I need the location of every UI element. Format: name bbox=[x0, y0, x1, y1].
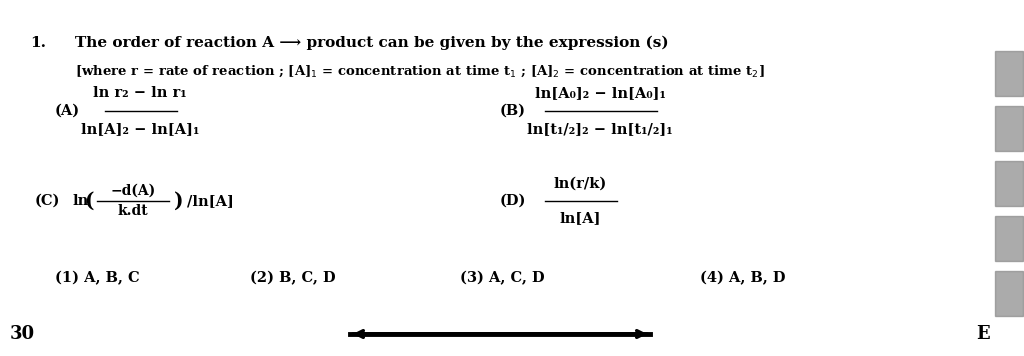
Text: E: E bbox=[976, 325, 990, 343]
Text: (3) A, C, D: (3) A, C, D bbox=[460, 271, 545, 285]
Text: ln(r/k): ln(r/k) bbox=[553, 177, 606, 191]
Text: (A): (A) bbox=[55, 104, 80, 118]
Bar bbox=[995, 106, 1023, 151]
Text: /ln[A]: /ln[A] bbox=[187, 194, 233, 208]
Bar bbox=[995, 51, 1023, 96]
Text: 30: 30 bbox=[10, 325, 35, 343]
Bar bbox=[995, 271, 1023, 316]
Text: (2) B, C, D: (2) B, C, D bbox=[250, 271, 336, 285]
Text: (D): (D) bbox=[500, 194, 526, 208]
Text: ln: ln bbox=[72, 194, 88, 208]
Text: [where r = rate of reaction ; [A]$_1$ = concentration at time t$_1$ ; [A]$_2$ = : [where r = rate of reaction ; [A]$_1$ = … bbox=[75, 64, 765, 79]
Text: −d(A): −d(A) bbox=[111, 184, 156, 198]
Bar bbox=[995, 161, 1023, 206]
Text: (B): (B) bbox=[500, 104, 526, 118]
Bar bbox=[995, 216, 1023, 261]
Text: 1.: 1. bbox=[30, 36, 46, 50]
Text: ln[A₀]₂ − ln[A₀]₁: ln[A₀]₂ − ln[A₀]₁ bbox=[535, 86, 666, 100]
Text: ln r₂ − ln r₁: ln r₂ − ln r₁ bbox=[93, 86, 186, 100]
Text: (1) A, B, C: (1) A, B, C bbox=[55, 271, 139, 285]
Text: k.dt: k.dt bbox=[118, 204, 148, 218]
Text: (4) A, B, D: (4) A, B, D bbox=[700, 271, 785, 285]
Text: ln[t₁/₂]₂ − ln[t₁/₂]₁: ln[t₁/₂]₂ − ln[t₁/₂]₁ bbox=[527, 122, 673, 136]
Text: (: ( bbox=[85, 191, 94, 211]
Text: ln[A]₂ − ln[A]₁: ln[A]₂ − ln[A]₁ bbox=[81, 122, 200, 136]
Text: ln[A]: ln[A] bbox=[559, 211, 601, 225]
Text: (C): (C) bbox=[35, 194, 60, 208]
Text: The order of reaction A ⟶ product can be given by the expression (s): The order of reaction A ⟶ product can be… bbox=[75, 36, 669, 51]
Text: ): ) bbox=[174, 191, 183, 211]
